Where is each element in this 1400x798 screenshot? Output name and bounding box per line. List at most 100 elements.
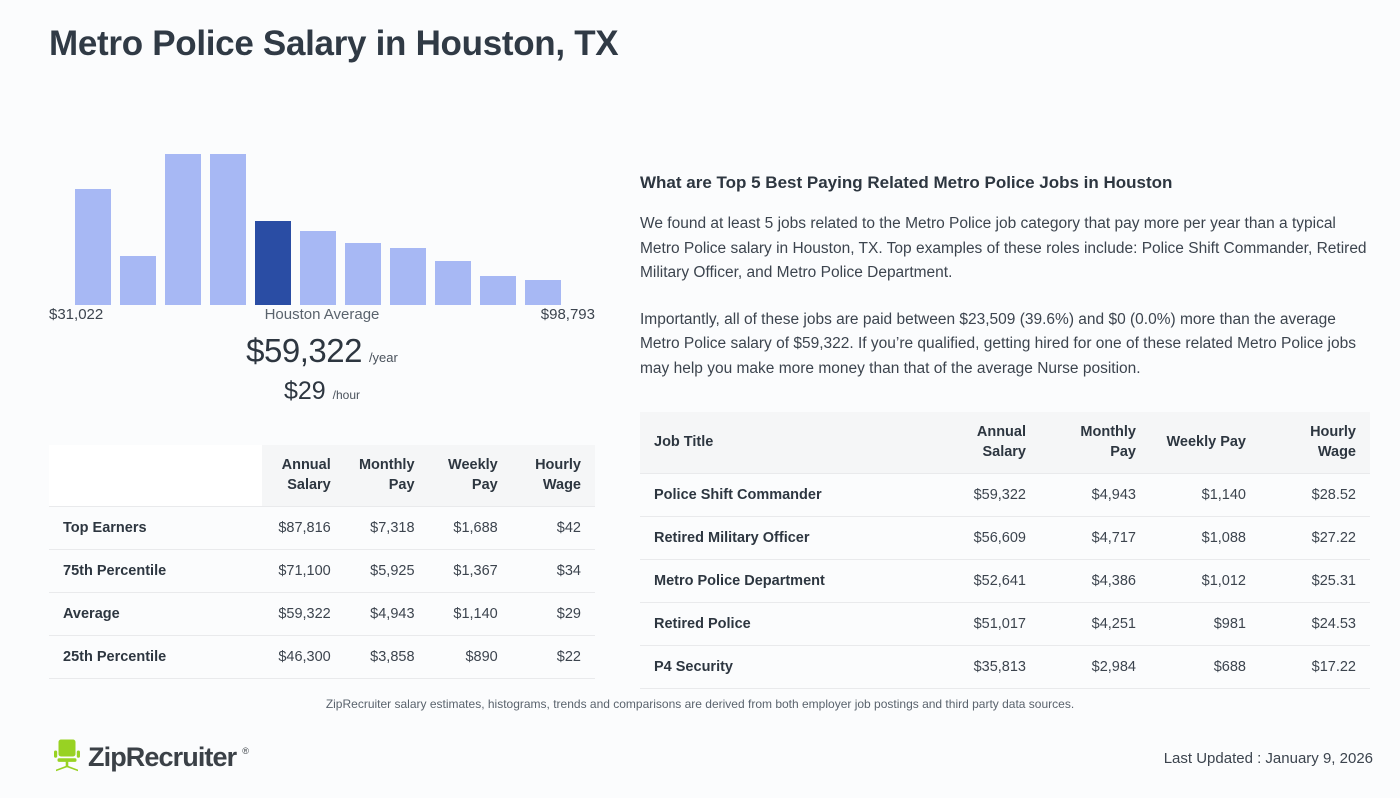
related-cell-annual: $59,322 [930,473,1040,517]
related-jobs-paragraph-1: We found at least 5 jobs related to the … [640,215,1367,282]
percentile-cell-monthly: $4,943 [344,592,429,636]
related-cell-hourly: $28.52 [1260,473,1370,517]
related-cell-weekly: $981 [1150,602,1260,646]
percentile-table: Annual Salary Monthly Pay Weekly Pay Hou… [49,445,595,680]
percentile-table-corner-header [49,445,262,507]
related-job-title: Retired Police [640,602,930,646]
histogram-bar [120,256,156,305]
hourly-salary-unit: /hour [332,388,361,402]
histogram-bar-average [255,221,291,305]
related-col-job-title: Job Title [654,433,714,450]
table-row: P4 Security $35,813 $2,984 $688 $17.22 [640,645,1370,690]
related-cell-hourly: $27.22 [1260,516,1370,560]
related-job-title: Police Shift Commander [640,473,930,517]
average-salary-callout: $59,322 /year $29 /hour [49,332,595,406]
disclaimer-text: ZipRecruiter salary estimates, histogram… [325,697,1075,711]
related-cell-annual: $35,813 [930,645,1040,690]
percentile-cell-annual: $59,322 [261,592,345,636]
histogram-bar [435,261,471,305]
related-job-title: Retired Military Officer [640,516,930,560]
salary-histogram-chart: $31,022 Houston Average $98,793 [49,130,595,323]
related-cell-annual: $51,017 [930,602,1040,646]
table-row: Average $59,322 $4,943 $1,140 $29 [49,592,595,636]
related-cell-hourly: $24.53 [1260,602,1370,646]
table-row: Police Shift Commander $59,322 $4,943 $1… [640,473,1370,517]
percentile-row-label: Average [49,592,262,636]
right-column: What are Top 5 Best Paying Related Metro… [640,172,1370,690]
table-row: Metro Police Department $52,641 $4,386 $… [640,559,1370,603]
percentile-table-body: Top Earners $87,816 $7,318 $1,688 $42 75… [49,506,595,680]
percentile-col-hourly-wage: Hourly Wage [511,445,595,507]
related-col-hourly-wage: Hourly Wage [1310,424,1356,460]
related-cell-weekly: $688 [1150,645,1260,690]
related-cell-monthly: $4,717 [1040,516,1150,560]
table-row: Retired Police $51,017 $4,251 $981 $24.5… [640,602,1370,646]
percentile-cell-weekly: $890 [428,635,512,680]
related-cell-monthly: $4,943 [1040,473,1150,517]
histogram-axis-min-label: $31,022 [49,306,104,323]
related-cell-weekly: $1,012 [1150,559,1260,603]
histogram-bar [75,189,111,305]
ziprecruiter-wordmark: ZipRecruiter [88,742,237,772]
percentile-cell-hourly: $34 [511,549,595,593]
percentile-cell-hourly: $22 [511,635,595,680]
related-col-weekly-pay: Weekly Pay [1166,433,1246,450]
related-jobs-paragraph-2: Importantly, all of these jobs are paid … [640,310,1356,377]
related-col-monthly-pay: Monthly Pay [1080,424,1136,460]
related-cell-weekly: $1,140 [1150,473,1260,517]
related-jobs-heading: What are Top 5 Best Paying Related Metro… [640,173,1173,192]
last-updated-text: Last Updated : January 9, 2026 [1163,750,1373,767]
percentile-col-weekly-pay: Weekly Pay [428,445,512,507]
table-row: 25th Percentile $46,300 $3,858 $890 $22 [49,635,595,680]
hourly-salary-value: $29 [283,377,326,405]
histogram-bar [390,248,426,305]
histogram-bar [480,276,516,305]
histogram-axis-max-label: $98,793 [540,306,595,323]
related-cell-monthly: $2,984 [1040,645,1150,690]
related-col-annual-salary: Annual Salary [976,424,1026,460]
histogram-bar [210,154,246,305]
related-jobs-table: Job Title Annual Salary Monthly Pay Week… [640,412,1370,690]
related-cell-hourly: $17.22 [1260,645,1370,690]
office-chair-icon [52,738,82,777]
percentile-col-annual-salary: Annual Salary [261,445,345,507]
table-row: Top Earners $87,816 $7,318 $1,688 $42 [49,506,595,550]
hourly-salary-row: $29 /hour [49,377,595,406]
related-cell-monthly: $4,251 [1040,602,1150,646]
related-job-title: Metro Police Department [640,559,930,603]
registered-trademark-mark: ® [242,746,249,756]
percentile-cell-annual: $71,100 [261,549,345,593]
percentile-table-head: Annual Salary Monthly Pay Weekly Pay Hou… [49,445,595,507]
related-jobs-table-container: Job Title Annual Salary Monthly Pay Week… [640,412,1370,690]
percentile-cell-monthly: $3,858 [344,635,429,680]
histogram-bar [300,231,336,305]
histogram-bar [165,154,201,305]
related-jobs-table-body: Police Shift Commander $59,322 $4,943 $1… [640,473,1370,690]
percentile-cell-weekly: $1,140 [428,592,512,636]
related-cell-annual: $56,609 [930,516,1040,560]
ziprecruiter-logo: ZipRecruiter ® [52,738,249,777]
percentile-cell-annual: $87,816 [261,506,345,550]
percentile-table-header-row: Annual Salary Monthly Pay Weekly Pay Hou… [49,445,595,507]
percentile-col-monthly-pay: Monthly Pay [344,445,429,507]
percentile-cell-weekly: $1,367 [428,549,512,593]
percentile-table-container: Annual Salary Monthly Pay Weekly Pay Hou… [49,445,595,680]
histogram-bar [345,243,381,305]
percentile-cell-annual: $46,300 [261,635,345,680]
percentile-cell-monthly: $5,925 [344,549,429,593]
histogram-average-label: Houston Average [264,306,380,323]
percentile-cell-hourly: $29 [511,592,595,636]
percentile-row-label: Top Earners [49,506,262,550]
related-cell-weekly: $1,088 [1150,516,1260,560]
histogram-axis-labels: $31,022 Houston Average $98,793 [49,306,595,323]
histogram-bar [525,280,561,305]
table-row: 75th Percentile $71,100 $5,925 $1,367 $3… [49,549,595,593]
left-column: $31,022 Houston Average $98,793 $59,322 … [49,130,595,680]
annual-salary-value: $59,322 [246,332,362,369]
histogram-bars [75,150,561,305]
percentile-cell-monthly: $7,318 [344,506,429,550]
related-cell-hourly: $25.31 [1260,559,1370,603]
table-row: Retired Military Officer $56,609 $4,717 … [640,516,1370,560]
percentile-row-label: 25th Percentile [49,635,262,680]
related-job-title: P4 Security [640,645,930,690]
